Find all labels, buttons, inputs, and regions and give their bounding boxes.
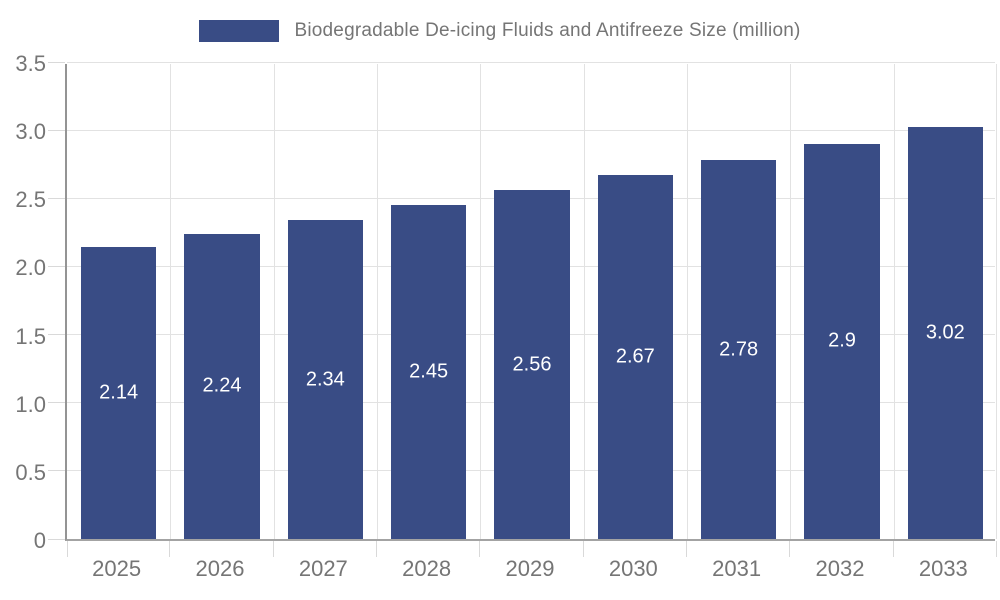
gridline-v bbox=[377, 64, 378, 539]
bar-value-label: 3.02 bbox=[925, 321, 965, 344]
x-tick-mark bbox=[272, 541, 274, 557]
y-axis-tick-label: 3.5 bbox=[15, 51, 46, 76]
y-axis-tick-label: 0.5 bbox=[15, 459, 46, 485]
bar: 2.56 bbox=[494, 190, 570, 539]
x-axis-tick-label: 2027 bbox=[298, 556, 348, 581]
gridline-v bbox=[583, 64, 585, 539]
gridline-v bbox=[996, 64, 997, 539]
x-tick-mark bbox=[582, 541, 584, 557]
bar: 2.24 bbox=[184, 233, 260, 539]
y-axis-tick-label: 3.0 bbox=[15, 119, 46, 145]
y-tick-mark bbox=[48, 470, 65, 472]
x-axis-tick-label: 2029 bbox=[505, 556, 555, 581]
y-tick-mark bbox=[48, 61, 65, 63]
x-tick-mark bbox=[376, 541, 377, 557]
y-tick-mark bbox=[48, 129, 65, 131]
bar: 2.78 bbox=[700, 160, 777, 539]
x-tick-mark bbox=[996, 541, 997, 557]
legend-label: Biodegradable De-icing Fluids and Antifr… bbox=[294, 20, 801, 41]
y-axis: 0 0.5 1.0 1.5 2.0 2.5 3.0 3.5 bbox=[0, 0, 46, 600]
bar-value-label: 2.45 bbox=[409, 360, 449, 383]
x-axis-tick-label: 2026 bbox=[195, 556, 245, 581]
bar: 2.34 bbox=[287, 220, 364, 539]
bar: 2.67 bbox=[597, 175, 674, 539]
x-axis-tick-label: 2030 bbox=[608, 556, 658, 581]
y-tick-mark bbox=[48, 538, 65, 540]
legend-swatch bbox=[199, 20, 280, 42]
gridline-v bbox=[170, 64, 172, 539]
x-axis: 2025 2026 2027 2028 2029 2030 2031 2032 2033 bbox=[0, 556, 1000, 586]
bar: 3.02 bbox=[907, 127, 984, 539]
x-axis-tick-label: 2025 bbox=[92, 556, 142, 581]
bar-value-label: 2.34 bbox=[305, 368, 345, 391]
x-tick-mark bbox=[686, 541, 687, 557]
x-tick-mark bbox=[789, 541, 791, 557]
y-tick-mark bbox=[48, 197, 65, 199]
x-axis-tick-label: 2028 bbox=[402, 556, 452, 581]
gridline-v bbox=[480, 64, 482, 539]
gridline-v bbox=[893, 64, 895, 539]
x-tick-mark bbox=[169, 541, 171, 557]
bar-value-label: 2.9 bbox=[828, 329, 856, 352]
y-axis-tick-label: 1.5 bbox=[15, 323, 46, 349]
y-axis-tick-label: 2.0 bbox=[15, 255, 46, 281]
bar: 2.9 bbox=[804, 143, 880, 539]
x-axis-tick-label: 2032 bbox=[815, 556, 865, 581]
y-axis-tick-label: 1.0 bbox=[15, 391, 46, 417]
y-axis-tick-label: 2.5 bbox=[15, 187, 46, 213]
x-axis-tick-label: 2031 bbox=[712, 556, 762, 581]
y-tick-mark bbox=[48, 334, 65, 336]
bar: 2.45 bbox=[390, 205, 467, 539]
y-axis-tick-label: 0 bbox=[33, 528, 46, 553]
x-tick-mark bbox=[892, 541, 894, 557]
x-tick-mark bbox=[479, 541, 481, 557]
gridline-v bbox=[273, 64, 275, 539]
y-tick-mark bbox=[48, 265, 65, 267]
gridline-v bbox=[790, 64, 792, 539]
bar: 2.14 bbox=[80, 247, 157, 539]
legend: Biodegradable De-icing Fluids and Antifr… bbox=[0, 20, 1000, 42]
bar-value-label: 2.24 bbox=[202, 374, 242, 397]
gridline-v bbox=[687, 64, 688, 539]
bar-value-label: 2.78 bbox=[719, 338, 759, 361]
plot-area: 2.14 2.24 2.34 2.45 2.56 2.67 2.78 2.9 3.02 bbox=[48, 61, 997, 557]
bar-value-label: 2.67 bbox=[615, 345, 655, 368]
y-tick-mark bbox=[48, 402, 65, 404]
bar-value-label: 2.14 bbox=[99, 381, 139, 404]
bar-value-label: 2.56 bbox=[512, 353, 552, 376]
x-tick-mark bbox=[67, 541, 68, 557]
gridline-h bbox=[67, 61, 995, 63]
x-axis-tick-label: 2033 bbox=[918, 556, 968, 581]
gridline-h bbox=[67, 129, 995, 131]
